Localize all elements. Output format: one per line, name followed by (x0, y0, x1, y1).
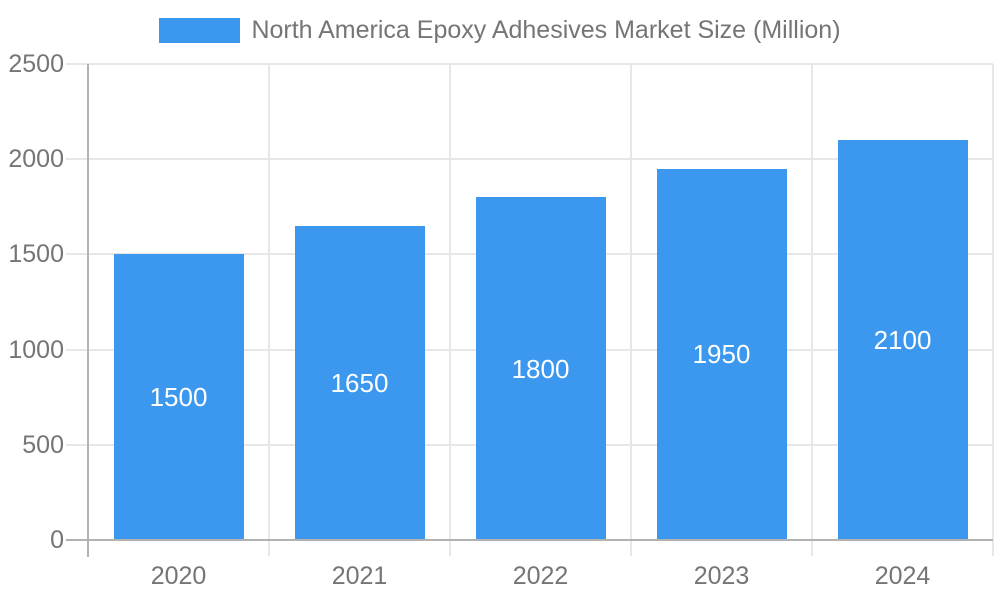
y-axis-line (87, 64, 89, 557)
y-tick-label-500: 500 (22, 430, 64, 459)
bar-2020 (113, 254, 244, 540)
legend-label: North America Epoxy Adhesives Market Siz… (251, 16, 841, 44)
y-tick-label-2500: 2500 (8, 50, 64, 78)
x-tick-label-2024: 2024 (874, 562, 931, 590)
bar-2022 (475, 197, 606, 540)
bar-2024 (837, 140, 968, 540)
legend-swatch (159, 17, 241, 43)
bar-2021 (294, 225, 425, 540)
y-tick-label-1000: 1000 (8, 335, 64, 364)
x-tick-label-2020: 2020 (150, 562, 207, 590)
y-tick-label-1500: 1500 (8, 240, 64, 269)
bar-value-label-2020: 1500 (149, 382, 208, 413)
x-axis-baseline (66, 539, 993, 541)
gridline-x-1 (268, 64, 270, 556)
y-tick-label-0: 0 (50, 526, 64, 554)
gridline-x-3 (630, 64, 632, 556)
bar-2023 (656, 168, 787, 540)
gridline-x-2 (449, 64, 451, 556)
x-tick-label-2023: 2023 (693, 562, 750, 590)
bar-value-label-2021: 1650 (330, 367, 389, 398)
legend: North America Epoxy Adhesives Market Siz… (0, 17, 1000, 43)
bar-value-label-2023: 1950 (692, 339, 751, 370)
y-tick-label-2000: 2000 (8, 145, 64, 174)
bar-value-label-2022: 1800 (511, 353, 570, 384)
x-tick-label-2021: 2021 (331, 562, 388, 590)
bar-value-label-2024: 2100 (873, 325, 932, 356)
gridline-y-2500 (66, 63, 993, 65)
gridline-x-5 (992, 64, 994, 556)
gridline-y-2000 (66, 158, 993, 161)
gridline-x-4 (811, 64, 813, 556)
x-tick-label-2022: 2022 (512, 562, 569, 590)
